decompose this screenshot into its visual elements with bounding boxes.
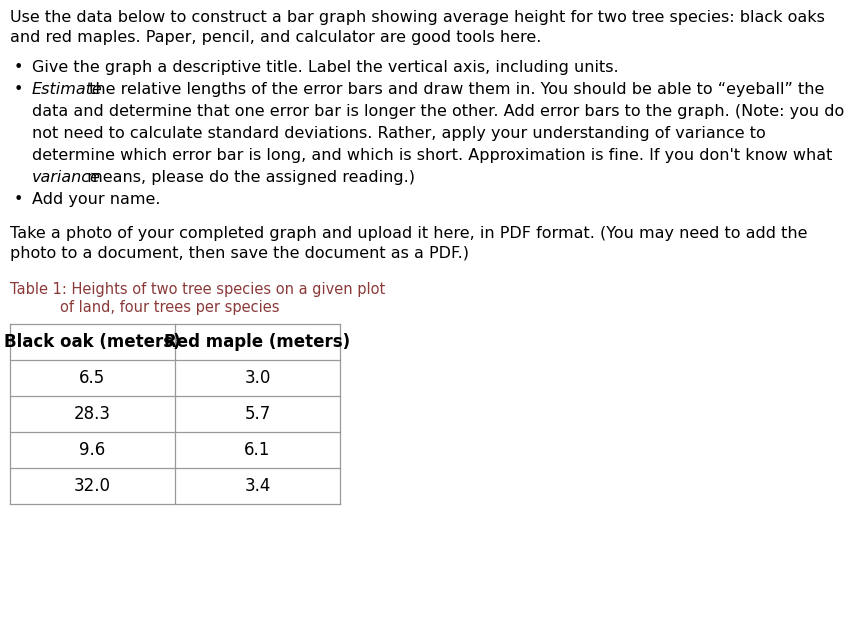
Text: not need to calculate standard deviations. Rather, apply your understanding of v: not need to calculate standard deviation… (32, 126, 766, 141)
Text: •: • (14, 82, 23, 97)
Text: Take a photo of your completed graph and upload it here, in PDF format. (You may: Take a photo of your completed graph and… (10, 226, 808, 241)
Text: Red maple (meters): Red maple (meters) (164, 333, 351, 351)
Text: 3.0: 3.0 (245, 369, 270, 387)
Text: and red maples. Paper, pencil, and calculator are good tools here.: and red maples. Paper, pencil, and calcu… (10, 30, 542, 45)
Text: •: • (14, 192, 23, 207)
Text: 5.7: 5.7 (245, 405, 270, 423)
Text: Use the data below to construct a bar graph showing average height for two tree : Use the data below to construct a bar gr… (10, 10, 825, 25)
Text: Add your name.: Add your name. (32, 192, 161, 207)
Text: determine which error bar is long, and which is short. Approximation is fine. If: determine which error bar is long, and w… (32, 148, 832, 163)
Text: the relative lengths of the error bars and draw them in. You should be able to “: the relative lengths of the error bars a… (84, 82, 824, 97)
Text: 3.4: 3.4 (245, 477, 270, 495)
Text: means, please do the assigned reading.): means, please do the assigned reading.) (82, 170, 415, 185)
Text: Black oak (meters): Black oak (meters) (4, 333, 181, 351)
Text: of land, four trees per species: of land, four trees per species (60, 300, 279, 315)
Text: •: • (14, 60, 23, 75)
Text: photo to a document, then save the document as a PDF.): photo to a document, then save the docum… (10, 246, 469, 261)
Text: 6.5: 6.5 (79, 369, 105, 387)
Text: data and determine that one error bar is longer the other. Add error bars to the: data and determine that one error bar is… (32, 104, 844, 119)
Text: 6.1: 6.1 (245, 441, 270, 459)
Text: 28.3: 28.3 (74, 405, 111, 423)
Text: Give the graph a descriptive title. Label the vertical axis, including units.: Give the graph a descriptive title. Labe… (32, 60, 619, 75)
Text: Estimate: Estimate (32, 82, 103, 97)
Text: Table 1: Heights of two tree species on a given plot: Table 1: Heights of two tree species on … (10, 282, 385, 297)
Text: 32.0: 32.0 (74, 477, 111, 495)
Text: variance: variance (32, 170, 101, 185)
Text: 9.6: 9.6 (79, 441, 105, 459)
